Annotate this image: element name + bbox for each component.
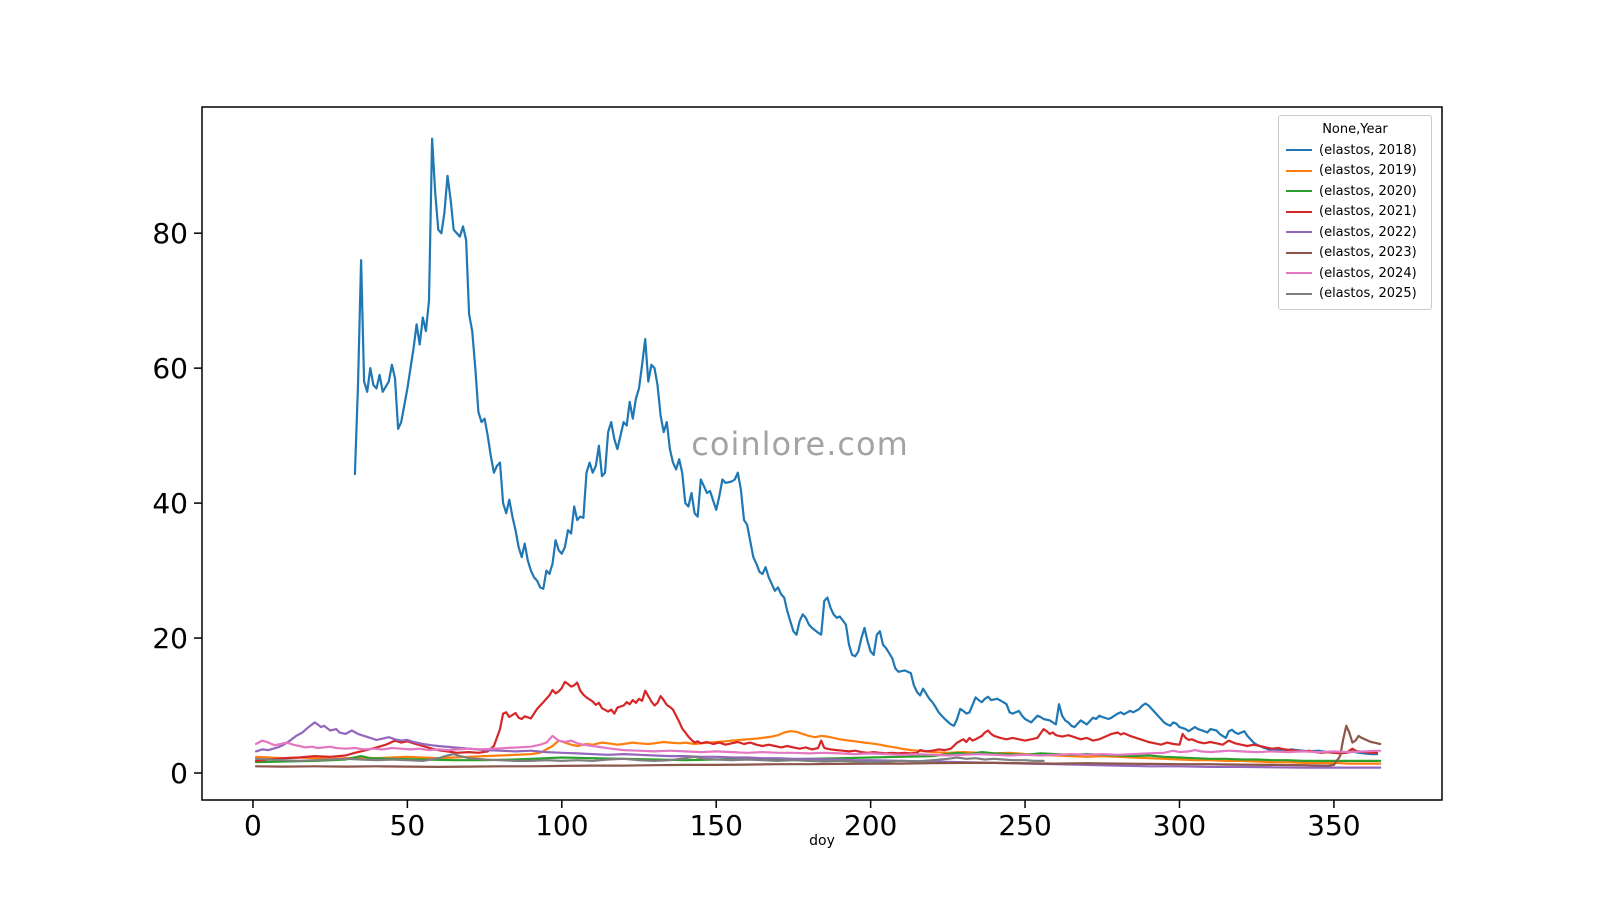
y-tick-label: 20: [152, 622, 188, 655]
legend-item-2023: (elastos, 2023): [1286, 243, 1424, 264]
legend-item-2024: (elastos, 2024): [1286, 263, 1424, 284]
legend: None,Year (elastos, 2018) (elastos, 2019)…: [1278, 115, 1432, 310]
legend-swatch-2021: [1286, 210, 1312, 213]
x-tick-label: 0: [244, 809, 262, 842]
x-axis-title: doy: [809, 833, 835, 849]
legend-swatch-2020: [1286, 190, 1312, 193]
legend-swatch-2018: [1286, 149, 1312, 152]
legend-label-2021: (elastos, 2021): [1319, 204, 1417, 220]
x-tick-label: 200: [844, 809, 897, 842]
y-tick-label: 80: [152, 217, 188, 250]
legend-label-2025: (elastos, 2025): [1319, 286, 1417, 302]
legend-label-2020: (elastos, 2020): [1319, 183, 1417, 199]
legend-item-2021: (elastos, 2021): [1286, 202, 1424, 223]
legend-swatch-2022: [1286, 231, 1312, 234]
legend-swatch-2023: [1286, 251, 1312, 254]
legend-item-2025: (elastos, 2025): [1286, 284, 1424, 305]
legend-label-2018: (elastos, 2018): [1319, 142, 1417, 158]
legend-item-2019: (elastos, 2019): [1286, 161, 1424, 182]
watermark: coinlore.com: [691, 425, 909, 463]
series-line-2021: [254, 680, 1379, 763]
legend-label-2022: (elastos, 2022): [1319, 224, 1417, 240]
legend-label-2019: (elastos, 2019): [1319, 163, 1417, 179]
series-line-2018: [353, 137, 1379, 756]
x-tick-label: 100: [535, 809, 588, 842]
legend-swatch-2024: [1286, 272, 1312, 275]
legend-swatch-2019: [1286, 169, 1312, 172]
series-line-2025: [254, 752, 1045, 764]
x-tick-label: 350: [1307, 809, 1360, 842]
x-tick-label: 150: [689, 809, 742, 842]
legend-item-2022: (elastos, 2022): [1286, 222, 1424, 243]
plot-spines: [201, 106, 1443, 801]
legend-items: (elastos, 2018) (elastos, 2019) (elastos, …: [1286, 140, 1424, 304]
legend-item-2018: (elastos, 2018): [1286, 140, 1424, 161]
y-tick-label: 60: [152, 352, 188, 385]
legend-item-2020: (elastos, 2020): [1286, 181, 1424, 202]
series-line-2024: [254, 734, 1382, 757]
legend-label-2024: (elastos, 2024): [1319, 265, 1417, 281]
x-tick-label: 250: [998, 809, 1051, 842]
y-tick-label: 40: [152, 487, 188, 520]
series-line-2020: [254, 750, 1382, 764]
x-tick-label: 50: [390, 809, 426, 842]
y-tick-label: 0: [170, 757, 188, 790]
series-line-2023: [254, 724, 1382, 769]
x-tick-label: 300: [1153, 809, 1206, 842]
legend-label-2023: (elastos, 2023): [1319, 245, 1417, 261]
legend-swatch-2025: [1286, 292, 1312, 295]
series-line-2019: [254, 730, 1382, 765]
legend-title: None,Year: [1322, 122, 1388, 137]
